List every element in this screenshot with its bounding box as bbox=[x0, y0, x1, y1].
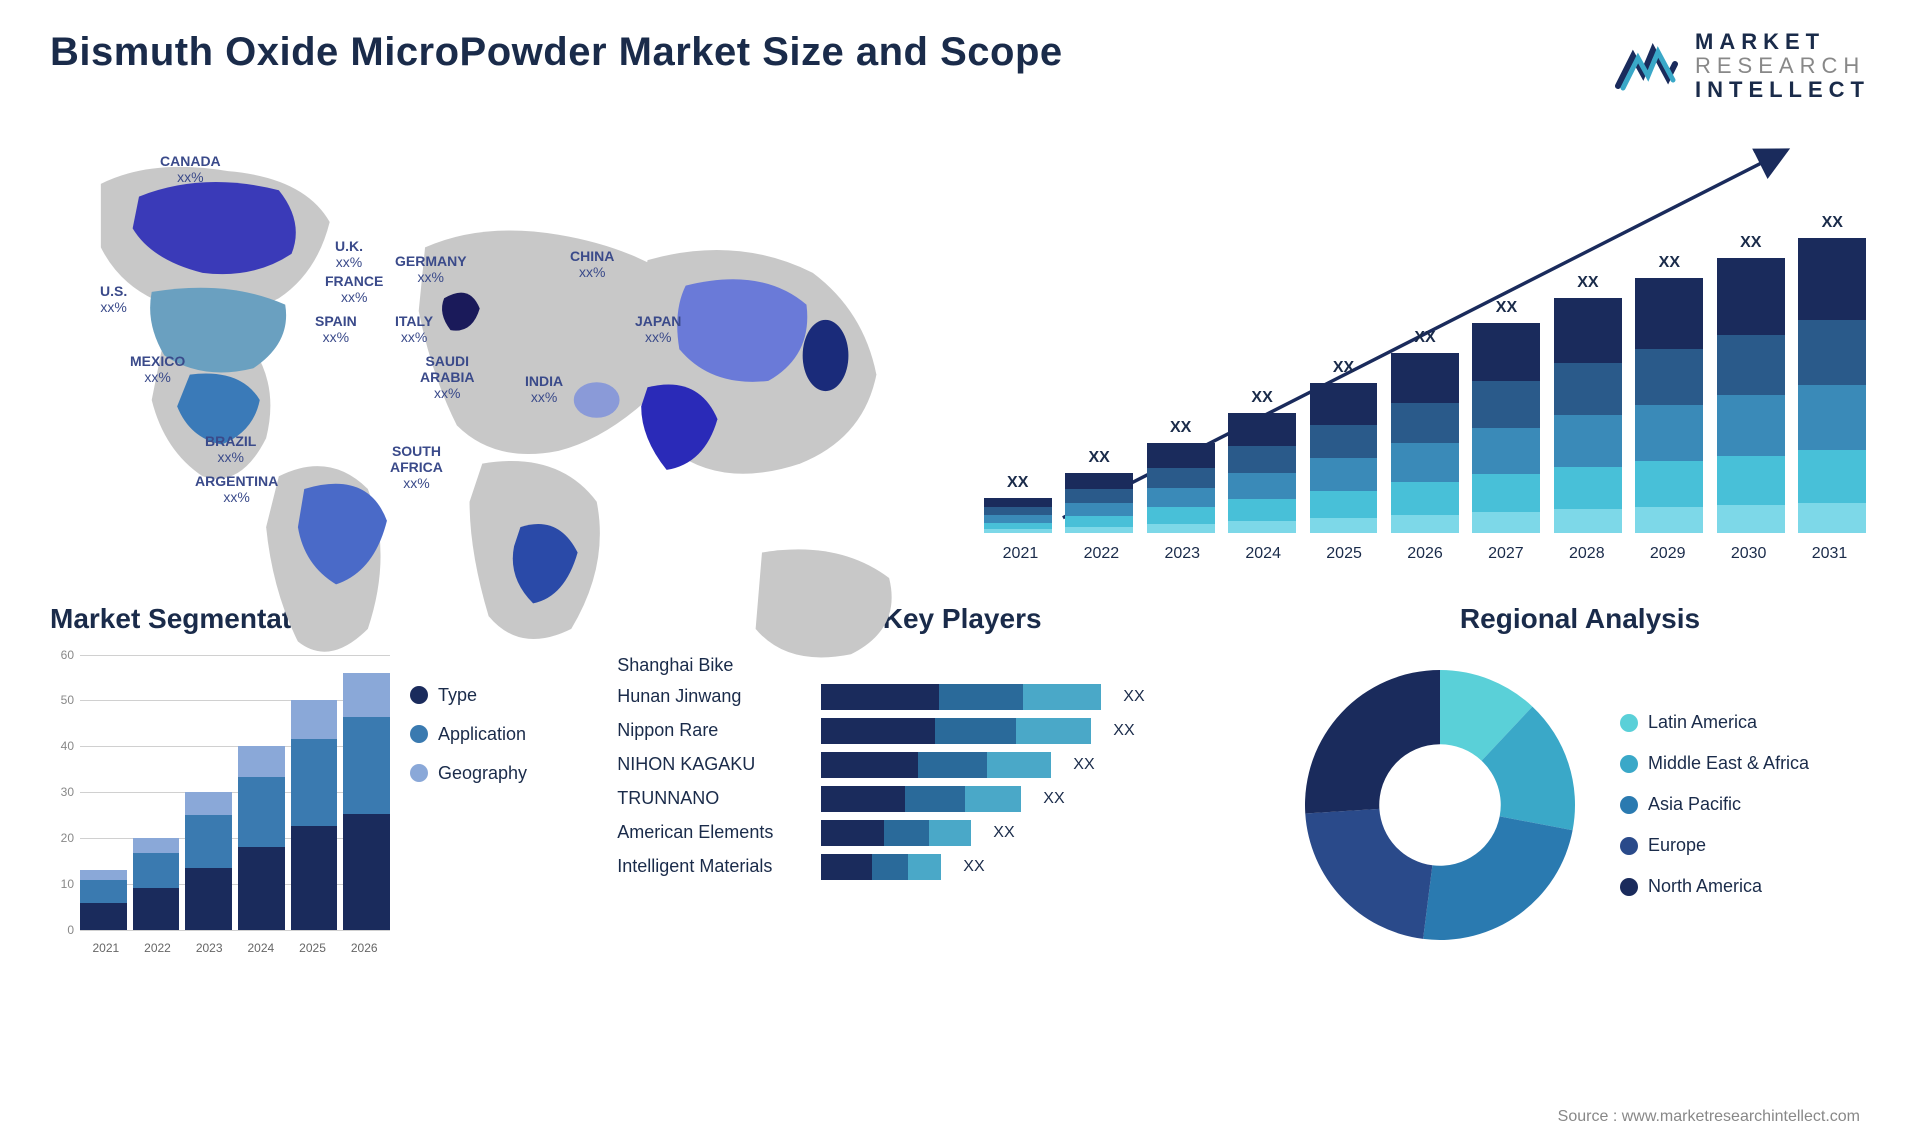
segmentation-bar bbox=[133, 838, 180, 930]
player-row: Hunan JinwangXX bbox=[617, 684, 1250, 710]
segmentation-bar bbox=[343, 673, 390, 930]
map-label: BRAZILxx% bbox=[205, 433, 256, 465]
map-label: SPAINxx% bbox=[315, 313, 357, 345]
growth-bar: XX bbox=[1713, 234, 1788, 533]
world-map bbox=[50, 133, 940, 680]
growth-bar: XX bbox=[1795, 214, 1870, 533]
segmentation-bar bbox=[80, 870, 127, 930]
growth-bar: XX bbox=[1387, 329, 1462, 533]
growth-bar: XX bbox=[1143, 419, 1218, 533]
logo-text-1: MARKET bbox=[1695, 30, 1870, 54]
brand-logo: MARKET RESEARCH INTELLECT bbox=[1613, 30, 1870, 103]
legend-item: Type bbox=[410, 685, 527, 706]
map-label: CHINAxx% bbox=[570, 248, 614, 280]
regional-panel: Regional Analysis Latin America Middle Ea… bbox=[1290, 603, 1870, 955]
regional-title: Regional Analysis bbox=[1290, 603, 1870, 635]
growth-bar: XX bbox=[1632, 254, 1707, 533]
growth-bar: XX bbox=[1306, 359, 1381, 533]
player-row: American ElementsXX bbox=[617, 820, 1250, 846]
donut-slice bbox=[1305, 670, 1440, 813]
regional-donut bbox=[1290, 655, 1590, 955]
growth-bar: XX bbox=[1061, 449, 1136, 533]
legend-item: Asia Pacific bbox=[1620, 794, 1809, 815]
growth-chart-panel: XXXXXXXXXXXXXXXXXXXXXX 20212022202320242… bbox=[980, 133, 1870, 563]
logo-text-2: RESEARCH bbox=[1695, 54, 1870, 78]
logo-text-3: INTELLECT bbox=[1695, 78, 1870, 102]
segmentation-bar bbox=[291, 700, 338, 929]
legend-item: North America bbox=[1620, 876, 1809, 897]
map-label: ITALYxx% bbox=[395, 313, 433, 345]
segmentation-chart: 0102030405060 202120222023202420252026 bbox=[50, 655, 390, 955]
map-label: CANADAxx% bbox=[160, 153, 221, 185]
growth-bar: XX bbox=[1469, 299, 1544, 533]
player-row: Intelligent MaterialsXX bbox=[617, 854, 1250, 880]
world-map-panel: CANADAxx% U.S.xx% MEXICOxx% BRAZILxx% ARGENT… bbox=[50, 133, 940, 563]
legend-item: Middle East & Africa bbox=[1620, 753, 1809, 774]
logo-icon bbox=[1613, 36, 1683, 96]
legend-item: Application bbox=[410, 724, 527, 745]
donut-slice bbox=[1423, 816, 1573, 940]
page-title: Bismuth Oxide MicroPowder Market Size an… bbox=[50, 30, 1063, 75]
map-label: GERMANYxx% bbox=[395, 253, 467, 285]
map-label: INDIAxx% bbox=[525, 373, 563, 405]
map-label: FRANCExx% bbox=[325, 273, 383, 305]
source-attribution: Source : www.marketresearchintellect.com bbox=[1558, 1108, 1860, 1126]
legend-item: Latin America bbox=[1620, 712, 1809, 733]
map-label: U.K.xx% bbox=[335, 238, 363, 270]
map-label: U.S.xx% bbox=[100, 283, 127, 315]
segmentation-bar bbox=[185, 792, 232, 930]
donut-slice bbox=[1305, 808, 1432, 938]
legend-item: Europe bbox=[1620, 835, 1809, 856]
segmentation-legend: Type Application Geography bbox=[410, 655, 527, 955]
map-label: MEXICOxx% bbox=[130, 353, 185, 385]
growth-bar: XX bbox=[1550, 274, 1625, 533]
regional-legend: Latin America Middle East & Africa Asia Pa… bbox=[1620, 712, 1809, 897]
growth-bar: XX bbox=[980, 474, 1055, 533]
growth-bar: XX bbox=[1224, 389, 1299, 533]
legend-item: Geography bbox=[410, 763, 527, 784]
player-row: Nippon RareXX bbox=[617, 718, 1250, 744]
map-label: ARGENTINAxx% bbox=[195, 473, 278, 505]
map-label: SOUTHAFRICAxx% bbox=[390, 443, 443, 491]
player-row: TRUNNANOXX bbox=[617, 786, 1250, 812]
player-row: NIHON KAGAKUXX bbox=[617, 752, 1250, 778]
segmentation-bar bbox=[238, 746, 285, 929]
map-label: JAPANxx% bbox=[635, 313, 681, 345]
map-label: SAUDIARABIAxx% bbox=[420, 353, 474, 401]
